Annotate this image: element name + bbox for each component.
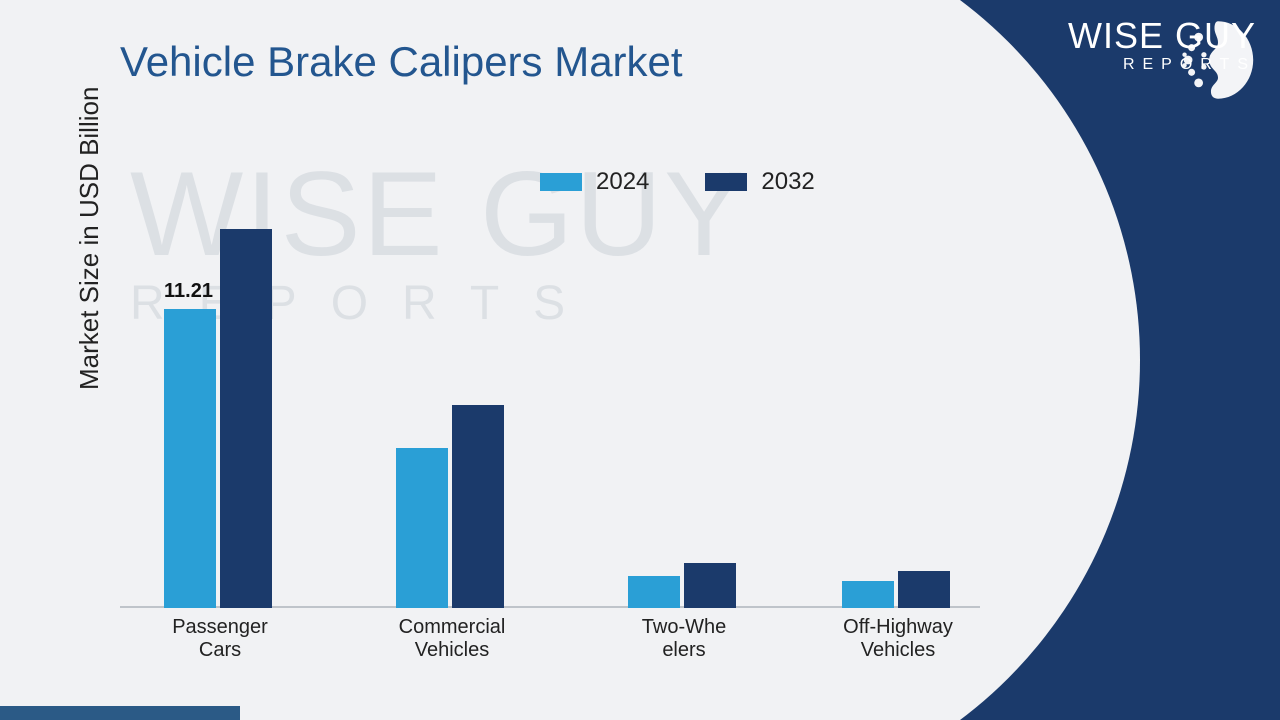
- bar: [220, 229, 272, 608]
- bar: [898, 571, 950, 608]
- category-label: Off-HighwayVehicles: [818, 616, 978, 662]
- legend-label: 2024: [596, 168, 649, 196]
- legend-item-2032: 2032: [705, 168, 814, 196]
- bar: [684, 563, 736, 608]
- bar: [628, 576, 680, 608]
- bar-pair: [842, 571, 950, 608]
- chart-title: Vehicle Brake Calipers Market: [120, 38, 683, 86]
- bar-pair: [396, 405, 504, 608]
- plot-area: PassengerCars11.21CommercialVehiclesTwo-…: [120, 200, 980, 608]
- bar-value-label: 11.21: [164, 280, 213, 303]
- bar: [452, 405, 504, 608]
- category-label: CommercialVehicles: [372, 616, 532, 662]
- y-axis-label: Market Size in USD Billion: [74, 87, 105, 390]
- bar: [842, 581, 894, 608]
- category-label: PassengerCars: [140, 616, 300, 662]
- legend-label: 2032: [761, 168, 814, 196]
- legend-item-2024: 2024: [540, 168, 649, 196]
- bottom-accent-bar: [0, 706, 240, 720]
- bar: [396, 448, 448, 608]
- category-label: Two-Wheelers: [604, 616, 764, 662]
- brand-name: WISE GUY: [1068, 18, 1256, 54]
- chart-stage: WISE GUY REPORTS Vehicle Brake Calipers …: [0, 0, 1280, 720]
- brand-logo: WISE GUY REPORTS: [1068, 18, 1256, 74]
- legend-swatch: [540, 173, 582, 191]
- brand-subtitle: REPORTS: [1068, 56, 1256, 74]
- legend-swatch: [705, 173, 747, 191]
- legend: 2024 2032: [540, 168, 815, 196]
- bar: [164, 309, 216, 608]
- bar-pair: [628, 563, 736, 608]
